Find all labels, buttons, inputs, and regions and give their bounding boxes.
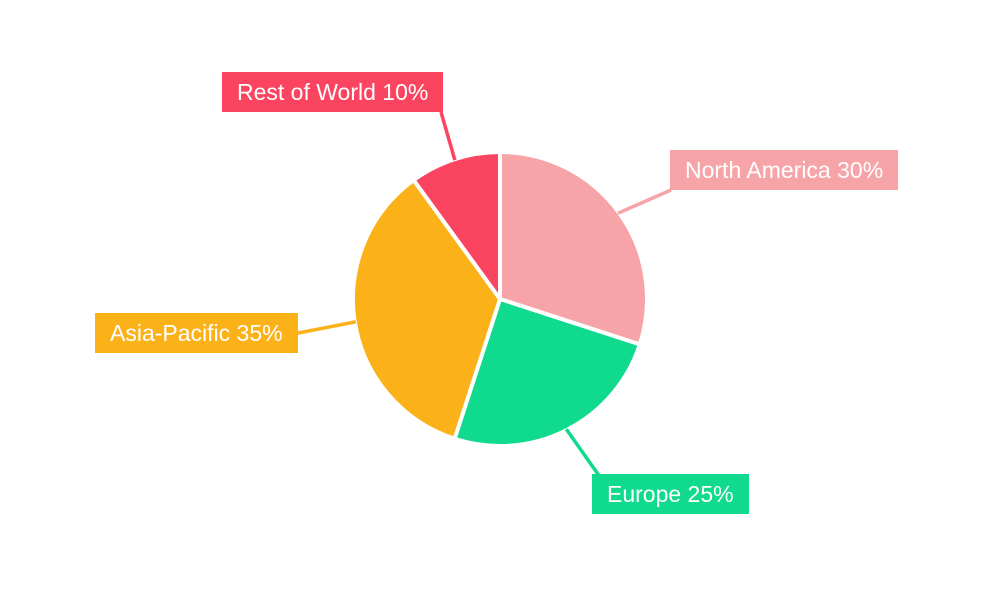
leader-line-north-america [617, 188, 672, 215]
callout-north-america: North America 30% [670, 150, 899, 190]
leader-line-rest-of-world [439, 111, 457, 161]
leader-line-europe [564, 428, 602, 479]
callout-asia-pacific: Asia-Pacific 35% [95, 313, 298, 353]
callout-rest-of-world: Rest of World 10% [222, 72, 444, 112]
leader-line-asia-pacific [292, 320, 357, 336]
callout-europe: Europe 25% [592, 474, 749, 514]
